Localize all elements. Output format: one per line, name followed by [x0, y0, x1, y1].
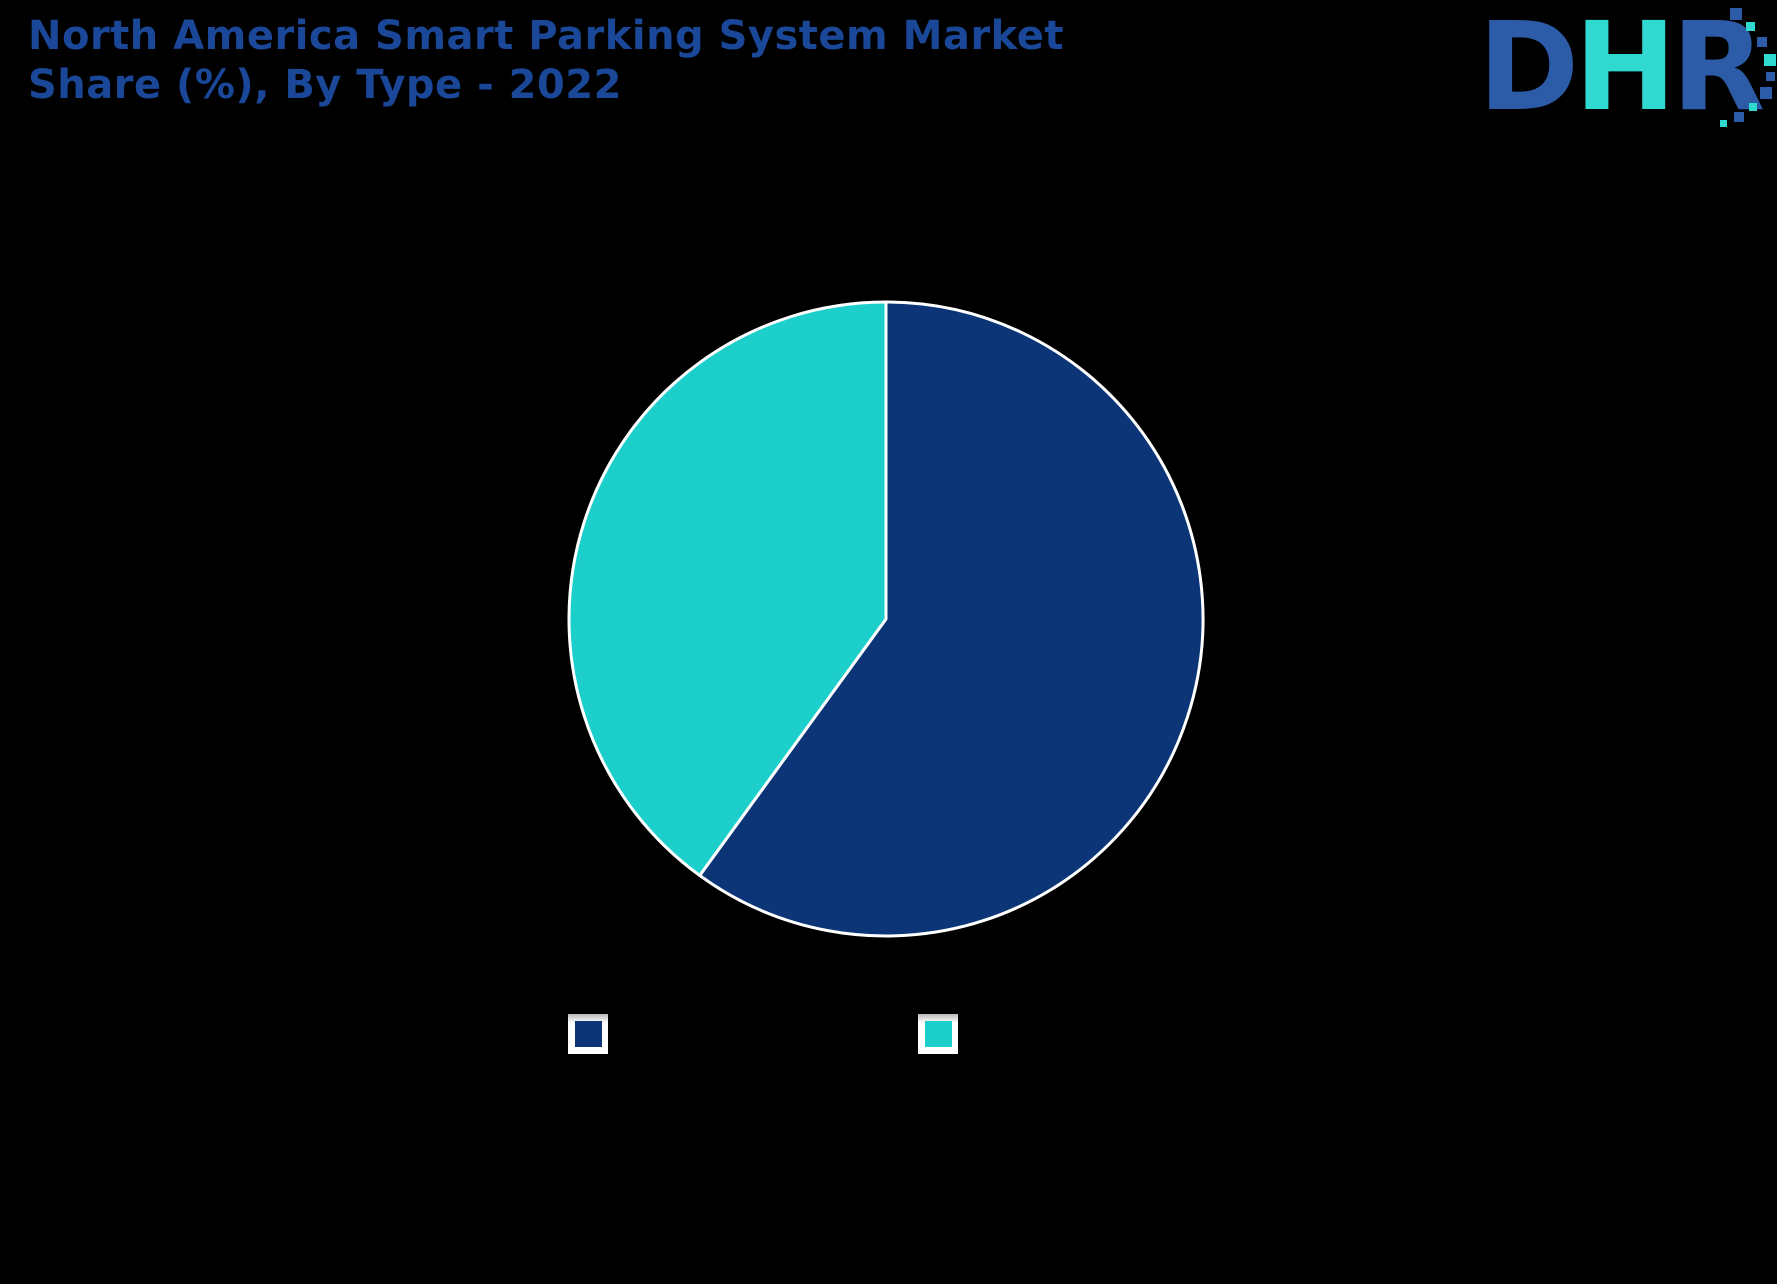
legend-swatch-1 [568, 1014, 608, 1054]
logo-dots-icon [1720, 8, 1776, 127]
chart-title: North America Smart Parking System Marke… [28, 12, 1178, 110]
pie-chart [567, 300, 1205, 938]
chart-legend [0, 1014, 1777, 1058]
legend-item-1 [568, 1014, 852, 1054]
pie-slice-1 [698, 300, 1205, 938]
dhr-logo: DHR [1478, 6, 1777, 156]
logo-letter-d: D [1478, 0, 1579, 138]
chart-title-line1: North America Smart Parking System Marke… [28, 13, 1064, 59]
chart-title-line2: Share (%), By Type - 2022 [28, 61, 622, 108]
logo-letter-h: H [1574, 0, 1676, 138]
pie-chart-area [556, 289, 1216, 949]
legend-item-2 [918, 1014, 1202, 1054]
legend-swatch-2 [918, 1014, 958, 1054]
pie-slice-2 [567, 300, 888, 877]
